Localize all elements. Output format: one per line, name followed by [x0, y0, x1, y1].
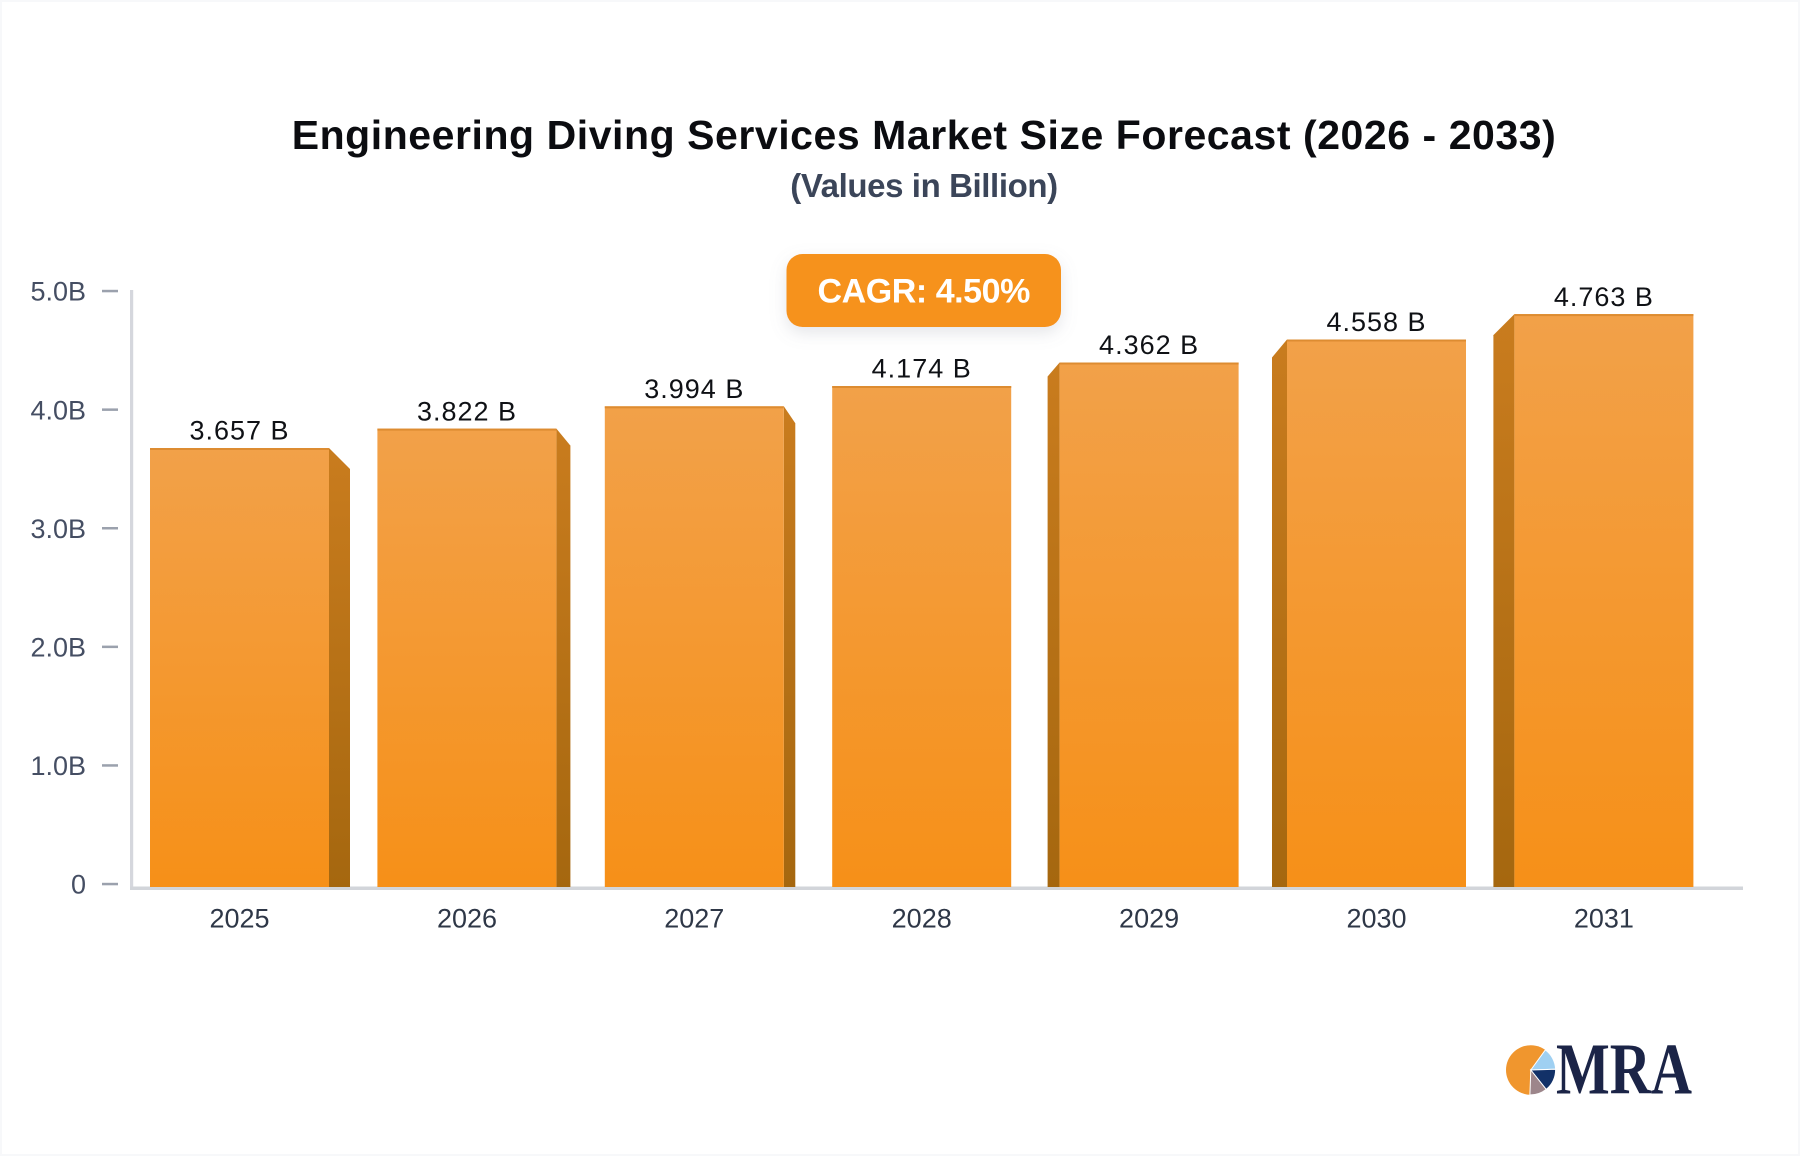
svg-text:2028: 2028 [892, 904, 952, 934]
svg-text:4.362 B: 4.362 B [1099, 330, 1199, 360]
svg-text:MRA: MRA [1556, 1030, 1692, 1110]
svg-text:(Values in Billion): (Values in Billion) [790, 167, 1057, 204]
svg-text:2031: 2031 [1574, 904, 1634, 934]
svg-text:3.994 B: 3.994 B [644, 374, 744, 404]
svg-text:2030: 2030 [1346, 904, 1406, 934]
svg-text:4.558 B: 4.558 B [1326, 307, 1426, 337]
svg-text:2025: 2025 [209, 904, 269, 934]
svg-text:1.0B: 1.0B [30, 751, 86, 781]
svg-text:Engineering Diving Services Ma: Engineering Diving Services Market Size … [292, 112, 1557, 158]
svg-text:5.0B: 5.0B [30, 277, 86, 307]
svg-text:2.0B: 2.0B [30, 633, 86, 663]
svg-text:4.0B: 4.0B [30, 395, 86, 425]
svg-text:2029: 2029 [1119, 904, 1179, 934]
svg-text:0: 0 [71, 870, 86, 900]
svg-text:2027: 2027 [664, 904, 724, 934]
svg-text:3.657 B: 3.657 B [189, 416, 289, 446]
svg-text:4.763 B: 4.763 B [1554, 282, 1654, 312]
svg-text:3.0B: 3.0B [30, 514, 86, 544]
svg-text:CAGR: 4.50%: CAGR: 4.50% [818, 273, 1031, 311]
svg-text:4.174 B: 4.174 B [872, 354, 972, 384]
svg-text:3.822 B: 3.822 B [417, 396, 517, 426]
svg-text:2026: 2026 [437, 904, 497, 934]
